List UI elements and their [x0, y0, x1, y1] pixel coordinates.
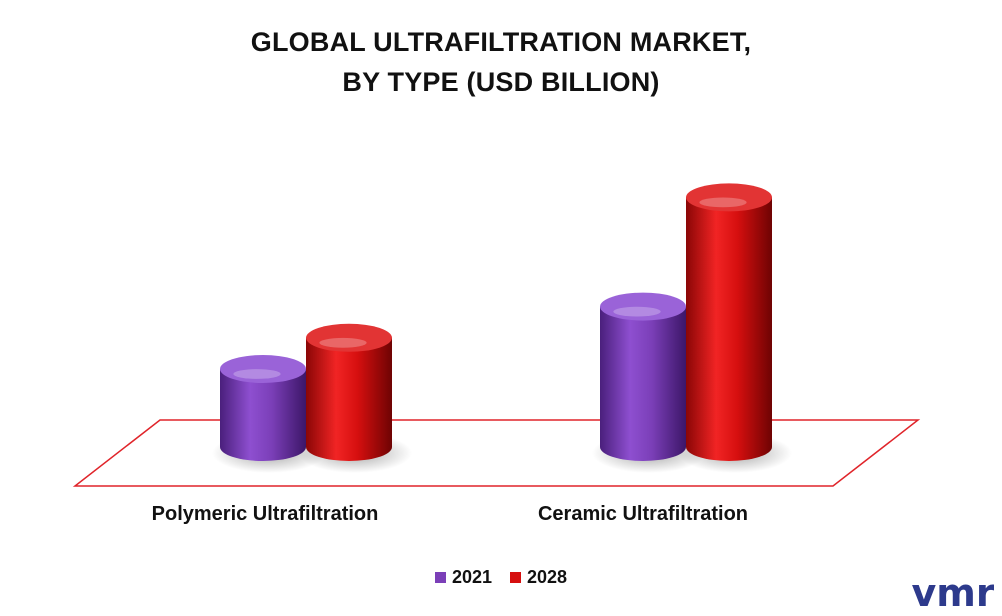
bar-2021-polymeric-ultrafiltration — [212, 355, 326, 473]
legend-label-2021: 2021 — [451, 567, 492, 587]
bar-highlight — [613, 306, 661, 317]
bar-2028-ceramic-ultrafiltration — [678, 183, 792, 473]
legend-swatch-2021 — [434, 572, 446, 583]
bar-top — [220, 355, 306, 383]
legend-swatch-2028 — [510, 572, 521, 583]
legend-label-2028: 2028 — [527, 567, 568, 587]
bar-top — [686, 183, 772, 212]
legend-item-2021: 2021 — [434, 567, 492, 588]
bar-highlight — [233, 369, 281, 379]
category-label-polymeric: Polymeric Ultrafiltration — [151, 503, 379, 525]
bar-top — [600, 292, 686, 321]
category-label-ceramic: Ceramic Ultrafiltration — [537, 503, 749, 525]
chart-title-line-1: GLOBAL ULTRAFILTRATION MARKET, — [250, 27, 752, 57]
bar-body — [220, 369, 306, 461]
legend-item-2028: 2028 — [510, 567, 567, 588]
bar-body — [686, 197, 772, 461]
bar-2028-polymeric-ultrafiltration — [298, 323, 412, 473]
bar-highlight — [699, 197, 747, 208]
bar-body — [600, 306, 686, 461]
bar-top — [306, 323, 392, 352]
legend: 2021 2028 — [0, 567, 1002, 588]
bar-highlight — [319, 337, 367, 348]
chart-title: GLOBAL ULTRAFILTRATION MARKET, BY TYPE (… — [0, 22, 1002, 102]
brand-logo-text: vmr — [912, 572, 994, 614]
brand-logo-icon: vmr — [912, 572, 994, 614]
chart-title-line-2: BY TYPE (USD BILLION) — [342, 67, 660, 97]
bars-group — [212, 183, 792, 473]
bar-body — [306, 337, 392, 461]
bar-2021-ceramic-ultrafiltration — [592, 292, 706, 473]
